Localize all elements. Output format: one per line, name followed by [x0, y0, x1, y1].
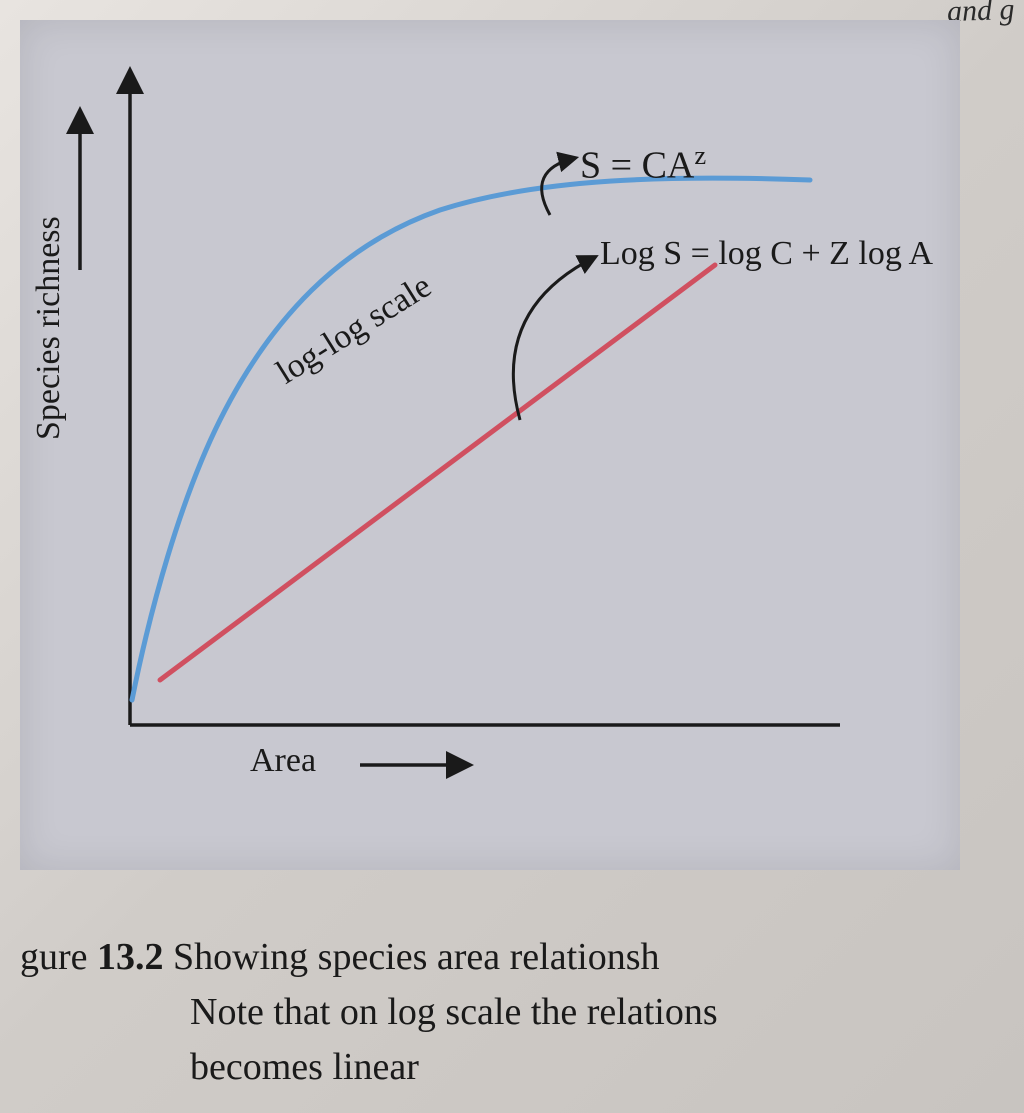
- equation-power-text: S = CA: [580, 145, 694, 187]
- caption-figure-number: 13.2: [97, 936, 164, 978]
- chart-svg: [20, 20, 960, 870]
- equation-power-superscript: z: [694, 140, 706, 170]
- equation-log-line: Log S = log C + Z log A: [600, 235, 933, 273]
- figure-caption: gure 13.2 Showing species area relations…: [0, 930, 1024, 1095]
- callout-arrow-log: [513, 257, 595, 420]
- y-axis-label: Species richness: [30, 216, 68, 440]
- equation-power-curve: S = CAz: [580, 140, 706, 188]
- x-axis-label: Area: [250, 742, 316, 780]
- caption-line-1: Showing species area relationsh: [164, 936, 660, 978]
- series-log-line: [160, 265, 715, 680]
- caption-prefix: gure: [20, 936, 97, 978]
- caption-line-3: becomes linear: [20, 1040, 1000, 1095]
- caption-line-2: Note that on log scale the relations: [20, 985, 1000, 1040]
- chart-panel: Species richness Area log-log scale S = …: [20, 20, 960, 870]
